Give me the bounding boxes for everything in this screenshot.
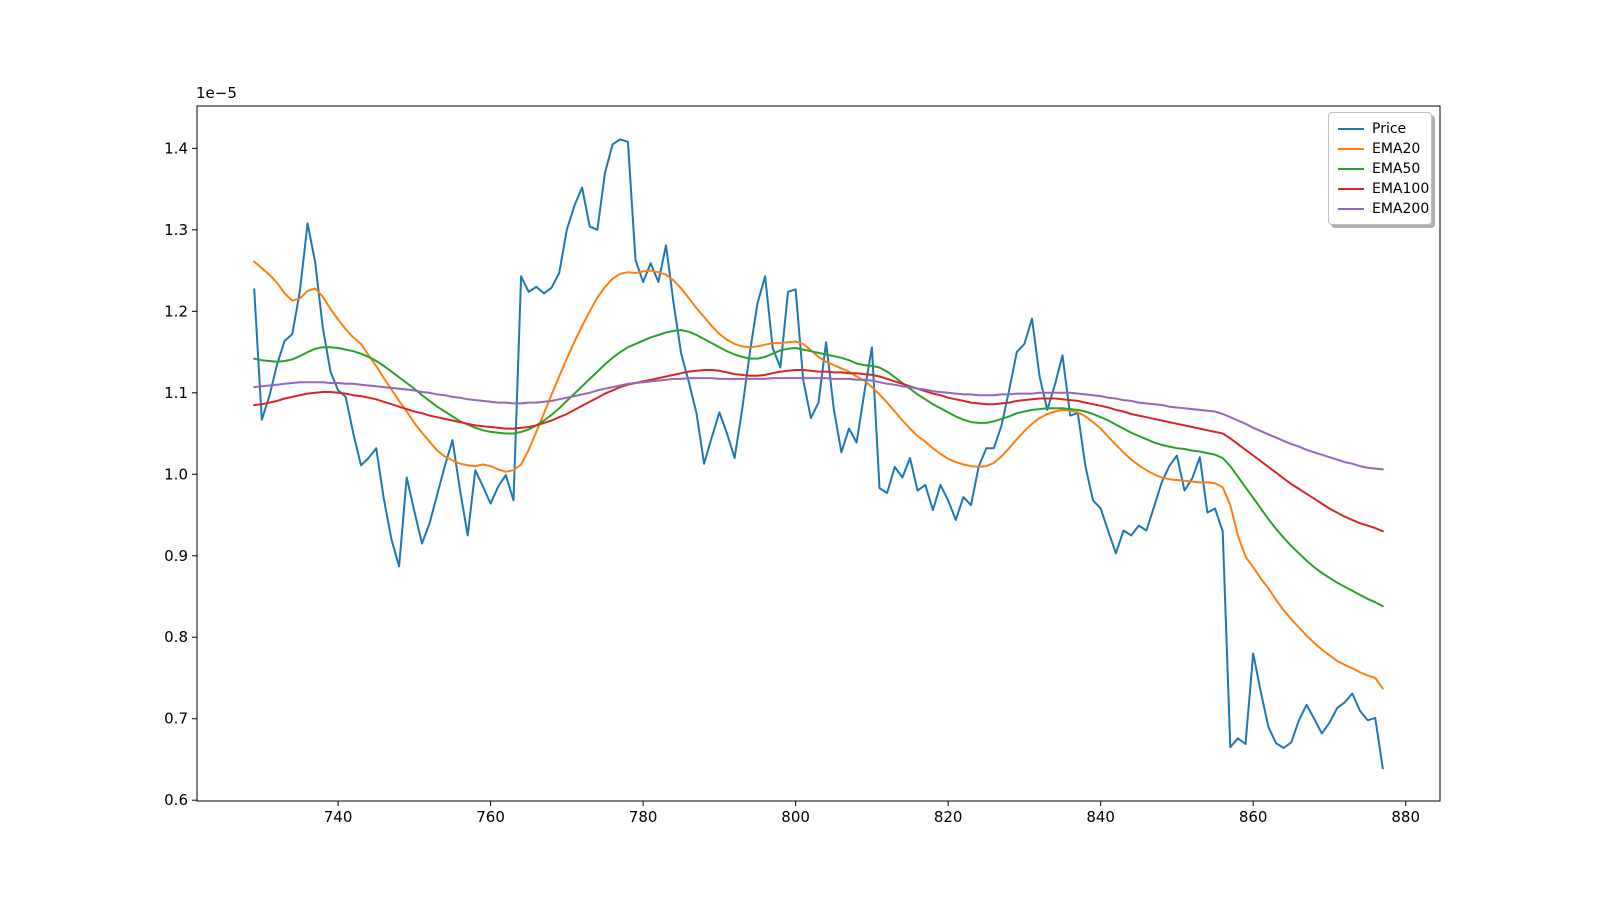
x-tick-label: 840 <box>1086 808 1115 826</box>
x-tick-label: 780 <box>629 808 658 826</box>
x-tick-label: 880 <box>1391 808 1420 826</box>
x-tick-label: 820 <box>934 808 963 826</box>
legend-item-ema20: EMA20 <box>1338 140 1422 157</box>
ema200-line-swatch <box>1338 207 1364 210</box>
series-line-ema200 <box>253 377 1384 471</box>
y-tick-label: 0.6 <box>164 791 188 809</box>
x-tick-label: 800 <box>781 808 810 826</box>
y-axis-offset-label: 1e−5 <box>196 84 237 102</box>
legend-label-ema100: EMA100 <box>1372 180 1430 197</box>
legend-item-ema50: EMA50 <box>1338 160 1422 177</box>
series-line-ema100 <box>253 369 1384 533</box>
ema50-line-swatch <box>1338 167 1364 170</box>
ema100-line-swatch <box>1338 187 1364 190</box>
y-tick-label: 1.4 <box>164 139 188 157</box>
y-tick-label: 1.1 <box>164 384 188 402</box>
x-tick-label: 760 <box>476 808 505 826</box>
legend-item-ema200: EMA200 <box>1338 200 1429 217</box>
x-tick-label: 860 <box>1239 808 1268 826</box>
legend-label-ema200: EMA200 <box>1372 200 1430 217</box>
price-line-swatch <box>1338 127 1364 130</box>
x-tick-label: 740 <box>324 808 353 826</box>
series-line-ema50 <box>253 329 1384 608</box>
y-tick-label: 0.8 <box>164 628 188 646</box>
series-line-price <box>253 138 1384 770</box>
y-tick-label: 1.2 <box>164 302 188 320</box>
legend-item-price: Price <box>1338 120 1422 137</box>
legend-label-ema20: EMA20 <box>1372 140 1421 157</box>
series-line-ema20 <box>253 260 1384 690</box>
legend-label-ema50: EMA50 <box>1372 160 1421 177</box>
y-tick-label: 1.3 <box>164 221 188 239</box>
y-tick-label: 0.7 <box>164 710 188 728</box>
y-tick-label: 1.0 <box>164 465 188 483</box>
axes-frame <box>196 105 1441 802</box>
y-tick-label: 0.9 <box>164 547 188 565</box>
legend: Price EMA20 EMA50 EMA100 EMA200 <box>1328 112 1432 225</box>
legend-item-ema100: EMA100 <box>1338 180 1429 197</box>
ema20-line-swatch <box>1338 147 1364 150</box>
legend-label-price: Price <box>1372 120 1407 137</box>
